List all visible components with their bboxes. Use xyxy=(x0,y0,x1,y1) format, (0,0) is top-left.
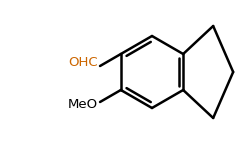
Text: MeO: MeO xyxy=(68,99,98,112)
Text: OHC: OHC xyxy=(68,57,98,70)
